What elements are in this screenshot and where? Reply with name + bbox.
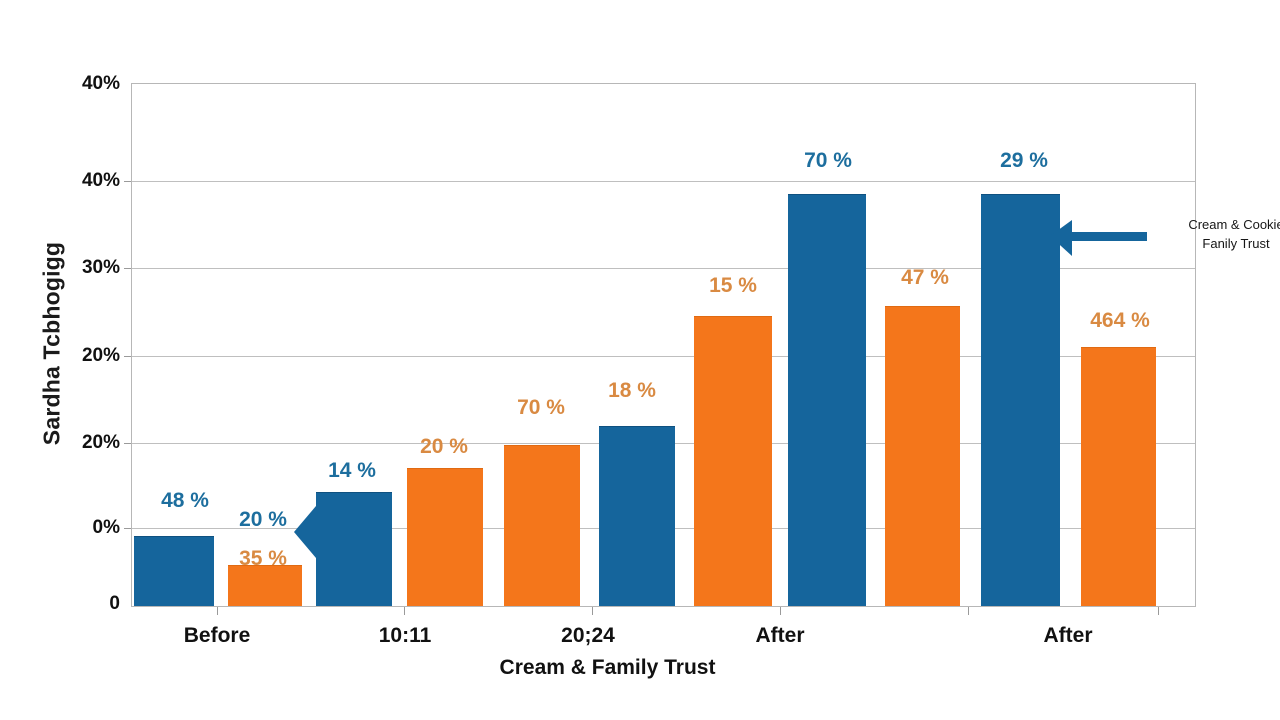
y-tick-label: 40% xyxy=(81,170,120,191)
bar-blue-1[interactable] xyxy=(134,536,214,606)
bar-callout-tail-icon xyxy=(294,506,316,558)
annotation-leader-line xyxy=(1069,232,1147,241)
bar-orange-4[interactable] xyxy=(694,316,772,606)
bar-blue-5[interactable] xyxy=(981,194,1060,606)
x-tick-label-1011: 10:11 xyxy=(378,624,432,647)
annotation-callout: Cream & Cookie Fanily Trust xyxy=(1176,215,1280,253)
data-label-bar-2: 35 % xyxy=(239,547,287,570)
y-tick-label: 30% xyxy=(81,257,120,278)
data-label-bar-5: 70 % xyxy=(517,396,565,419)
bar-blue-4[interactable] xyxy=(788,194,866,606)
y-axis-tick-labels: 40% 40% 30% 20% 20% 0% 0 xyxy=(54,0,120,720)
bar-orange-5[interactable] xyxy=(885,306,960,606)
data-label-overlap: 20 % xyxy=(239,508,287,531)
data-label-bar-1: 48 % xyxy=(161,489,209,512)
y-tick-label: 20% xyxy=(81,432,120,453)
x-tick-label-after-1: After xyxy=(755,624,805,647)
y-tickmark xyxy=(124,268,131,269)
data-label-bar-9: 47 % xyxy=(901,266,949,289)
data-label-bar-11: 464 % xyxy=(1090,309,1150,332)
bar-orange-3[interactable] xyxy=(504,445,580,606)
y-tickmark xyxy=(124,181,131,182)
y-tickmark xyxy=(124,443,131,444)
y-tick-label: 0% xyxy=(92,517,120,538)
plot-area xyxy=(124,83,1196,615)
bar-blue-3[interactable] xyxy=(599,426,675,606)
gridline xyxy=(124,268,1195,269)
gridline xyxy=(124,181,1195,182)
bar-orange-6[interactable] xyxy=(1081,347,1156,606)
x-tickmark xyxy=(592,607,593,615)
data-label-bar-6: 18 % xyxy=(608,379,656,402)
y-tick-label: 40% xyxy=(81,73,120,94)
gridline xyxy=(124,356,1195,357)
annotation-line-1: Cream & Cookie xyxy=(1188,217,1280,232)
x-tickmark xyxy=(1158,607,1159,615)
y-tick-label: 20% xyxy=(81,345,120,366)
data-label-bar-3: 14 % xyxy=(328,459,376,482)
data-label-bar-10: 29 % xyxy=(1000,149,1048,172)
x-tickmark xyxy=(968,607,969,615)
x-tickmark xyxy=(404,607,405,615)
annotation-line-2: Fanily Trust xyxy=(1202,236,1270,251)
x-tick-label-before: Before xyxy=(183,624,251,647)
y-tick-label: 0 xyxy=(109,593,120,614)
bar-orange-2[interactable] xyxy=(407,468,483,606)
x-tickmark xyxy=(780,607,781,615)
bar-blue-2[interactable] xyxy=(316,492,392,606)
bar-orange-1[interactable] xyxy=(228,565,302,606)
x-tickmark xyxy=(217,607,218,615)
data-label-bar-8: 70 % xyxy=(804,149,852,172)
x-tick-label-2024: 20;24 xyxy=(561,624,615,647)
y-tickmark xyxy=(124,356,131,357)
x-tick-label-after-2: After xyxy=(1043,624,1093,647)
x-axis-title: Cream & Family Trust xyxy=(499,656,716,679)
annotation-arrow-icon xyxy=(1050,220,1072,256)
data-label-bar-7: 15 % xyxy=(709,274,757,297)
y-tickmark xyxy=(124,528,131,529)
data-label-bar-4: 20 % xyxy=(420,435,468,458)
